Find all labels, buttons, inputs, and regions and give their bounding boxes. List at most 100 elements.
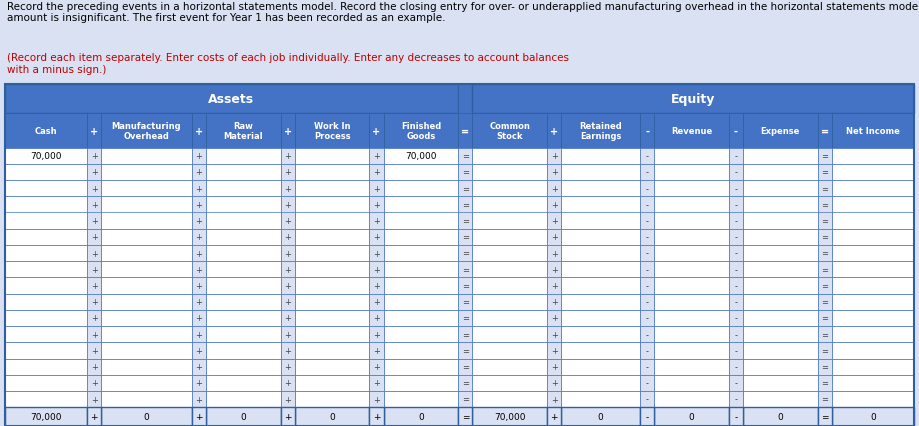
Bar [562,407,640,426]
Bar [295,213,369,229]
Text: =: = [822,281,828,291]
Bar [472,85,914,114]
Bar [459,114,472,148]
Text: +: + [373,362,380,371]
Text: +: + [550,216,558,226]
Bar [743,213,818,229]
Bar [640,213,654,229]
Text: =: = [822,394,828,404]
Bar [818,343,832,359]
Text: -: - [734,216,737,226]
Bar [459,213,472,229]
Bar [729,359,743,375]
Text: =: = [822,216,828,226]
Text: +: + [196,200,202,210]
Text: -: - [734,265,737,274]
Bar [280,391,295,407]
Text: -: - [645,249,649,258]
Text: -: - [734,168,737,177]
Bar [5,343,87,359]
Bar [654,197,729,213]
Bar [654,245,729,262]
Text: +: + [284,362,291,371]
Bar [743,164,818,181]
Bar [832,326,914,343]
Bar [280,148,295,164]
Bar [640,391,654,407]
Bar [206,375,280,391]
Text: +: + [91,281,97,291]
Bar [295,407,369,426]
Bar [459,407,472,426]
Bar [640,148,654,164]
Bar [87,114,101,148]
Bar [743,359,818,375]
Bar [654,407,729,426]
Bar [192,278,206,294]
Text: -: - [645,233,649,242]
Bar [832,181,914,197]
Bar [295,310,369,326]
Text: +: + [372,126,380,136]
Bar [206,407,280,426]
Bar [832,262,914,278]
Bar [383,164,459,181]
Bar [369,407,383,426]
Bar [818,245,832,262]
Text: +: + [373,184,380,193]
Text: -: - [734,362,737,371]
Bar [101,245,192,262]
Bar [383,359,459,375]
Text: +: + [284,233,291,242]
Bar [832,343,914,359]
Bar [295,114,369,148]
Text: +: + [284,200,291,210]
Bar [383,310,459,326]
Text: +: + [196,281,202,291]
Bar [383,197,459,213]
Text: =: = [462,394,469,404]
Bar [547,148,562,164]
Bar [654,310,729,326]
Bar [547,229,562,245]
Text: =: = [821,126,829,136]
Text: +: + [550,346,558,355]
Text: 0: 0 [597,412,604,421]
Text: =: = [462,281,469,291]
Bar [654,181,729,197]
Bar [192,164,206,181]
Bar [87,229,101,245]
Bar [654,114,729,148]
Bar [459,181,472,197]
Bar [472,343,547,359]
Bar [101,197,192,213]
Bar [640,245,654,262]
Bar [5,181,87,197]
Bar [832,278,914,294]
Text: +: + [550,314,558,323]
Text: -: - [734,152,737,161]
Text: -: - [734,346,737,355]
Text: +: + [196,297,202,307]
Bar [383,213,459,229]
Text: +: + [284,314,291,323]
Bar [818,375,832,391]
Bar [192,114,206,148]
Bar [832,148,914,164]
Bar [206,229,280,245]
Bar [383,375,459,391]
Bar [5,197,87,213]
Text: +: + [91,394,97,404]
Text: +: + [284,378,291,388]
Bar [280,310,295,326]
Text: =: = [462,216,469,226]
Text: +: + [373,330,380,339]
Bar [562,310,640,326]
Bar [562,343,640,359]
Bar [383,229,459,245]
Bar [101,278,192,294]
Bar [547,391,562,407]
Bar [562,278,640,294]
Text: =: = [462,297,469,307]
Bar [280,294,295,310]
